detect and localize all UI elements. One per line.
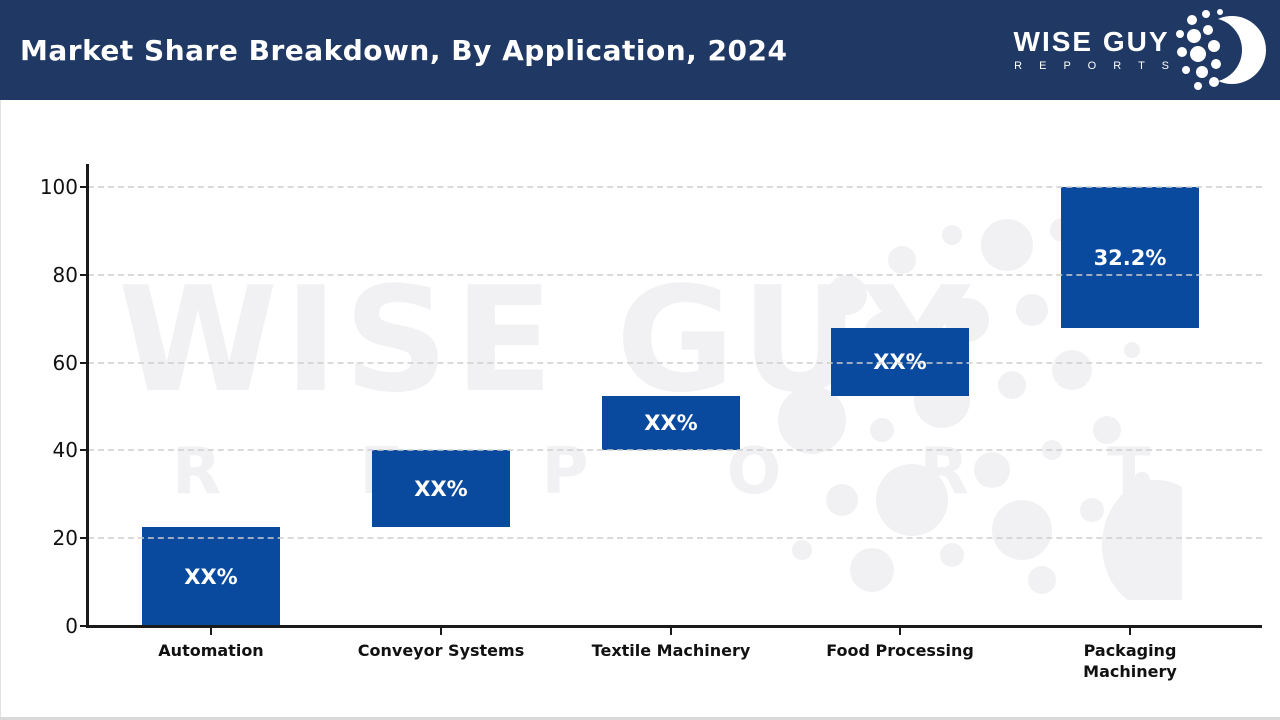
y-axis-tick bbox=[80, 186, 88, 188]
x-axis-tick bbox=[210, 626, 212, 635]
gridline bbox=[88, 449, 1262, 452]
x-axis-tick bbox=[1129, 626, 1131, 635]
chart-bar: XX% bbox=[372, 450, 510, 528]
y-axis-tick bbox=[80, 361, 88, 364]
chart-bar: 32.2% bbox=[1061, 187, 1199, 329]
header-bar: Market Share Breakdown, By Application, … bbox=[0, 0, 1280, 100]
x-axis-line bbox=[86, 625, 1262, 628]
bar-value-label: XX% bbox=[644, 410, 698, 435]
chart-bar: XX% bbox=[602, 395, 740, 451]
wise-guy-reports-logo: WISE GUY R E P O R T S bbox=[1007, 4, 1280, 96]
x-axis-category-label: Automation bbox=[158, 641, 264, 660]
gridline bbox=[88, 537, 1262, 540]
left-border-line bbox=[0, 100, 1, 717]
x-axis-category-label: Conveyor Systems bbox=[357, 641, 525, 660]
footer-divider-line bbox=[0, 717, 1280, 720]
logo-name: WISE GUY bbox=[1013, 26, 1170, 57]
y-axis-tick-label: 60 bbox=[52, 350, 78, 375]
x-axis-tick bbox=[899, 626, 901, 635]
gridline bbox=[88, 273, 1262, 276]
x-axis-category-label: Textile Machinery bbox=[591, 641, 751, 660]
y-axis-tick bbox=[80, 449, 88, 452]
y-axis-tick-label: 80 bbox=[52, 262, 78, 287]
bar-value-label: XX% bbox=[184, 564, 238, 589]
page-title: Market Share Breakdown, By Application, … bbox=[20, 33, 788, 67]
y-axis-line bbox=[86, 164, 89, 628]
chart-bar: XX% bbox=[142, 527, 280, 626]
y-axis-tick bbox=[80, 625, 88, 627]
y-axis-tick bbox=[80, 537, 88, 540]
x-axis-tick bbox=[440, 626, 442, 635]
x-axis-tick bbox=[670, 626, 672, 635]
y-axis-tick bbox=[80, 273, 88, 276]
logo-subtitle: R E P O R T S bbox=[1014, 60, 1176, 72]
y-axis-tick-label: 20 bbox=[52, 526, 78, 551]
gridline bbox=[88, 361, 1262, 364]
gridline bbox=[88, 186, 1262, 188]
bar-value-label: XX% bbox=[414, 476, 468, 501]
y-axis-tick-label: 0 bbox=[65, 614, 78, 638]
bar-value-label: 32.2% bbox=[1093, 245, 1167, 270]
logo-text: WISE GUY R E P O R T S bbox=[1007, 26, 1176, 73]
logo-face-icon bbox=[1176, 9, 1266, 90]
y-axis-tick-label: 40 bbox=[52, 438, 78, 463]
x-axis-category-label: Food Processing bbox=[826, 641, 974, 660]
x-axis-category-label: Packaging Machinery bbox=[1083, 641, 1177, 681]
y-axis-tick-label: 100 bbox=[39, 175, 78, 199]
